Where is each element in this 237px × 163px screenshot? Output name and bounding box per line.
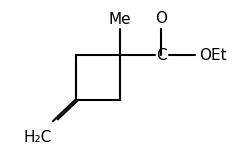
Text: Me: Me bbox=[109, 12, 131, 27]
Text: O: O bbox=[155, 11, 168, 26]
Text: OEt: OEt bbox=[199, 48, 227, 63]
Text: H₂C: H₂C bbox=[23, 130, 51, 145]
Text: C: C bbox=[157, 48, 167, 63]
